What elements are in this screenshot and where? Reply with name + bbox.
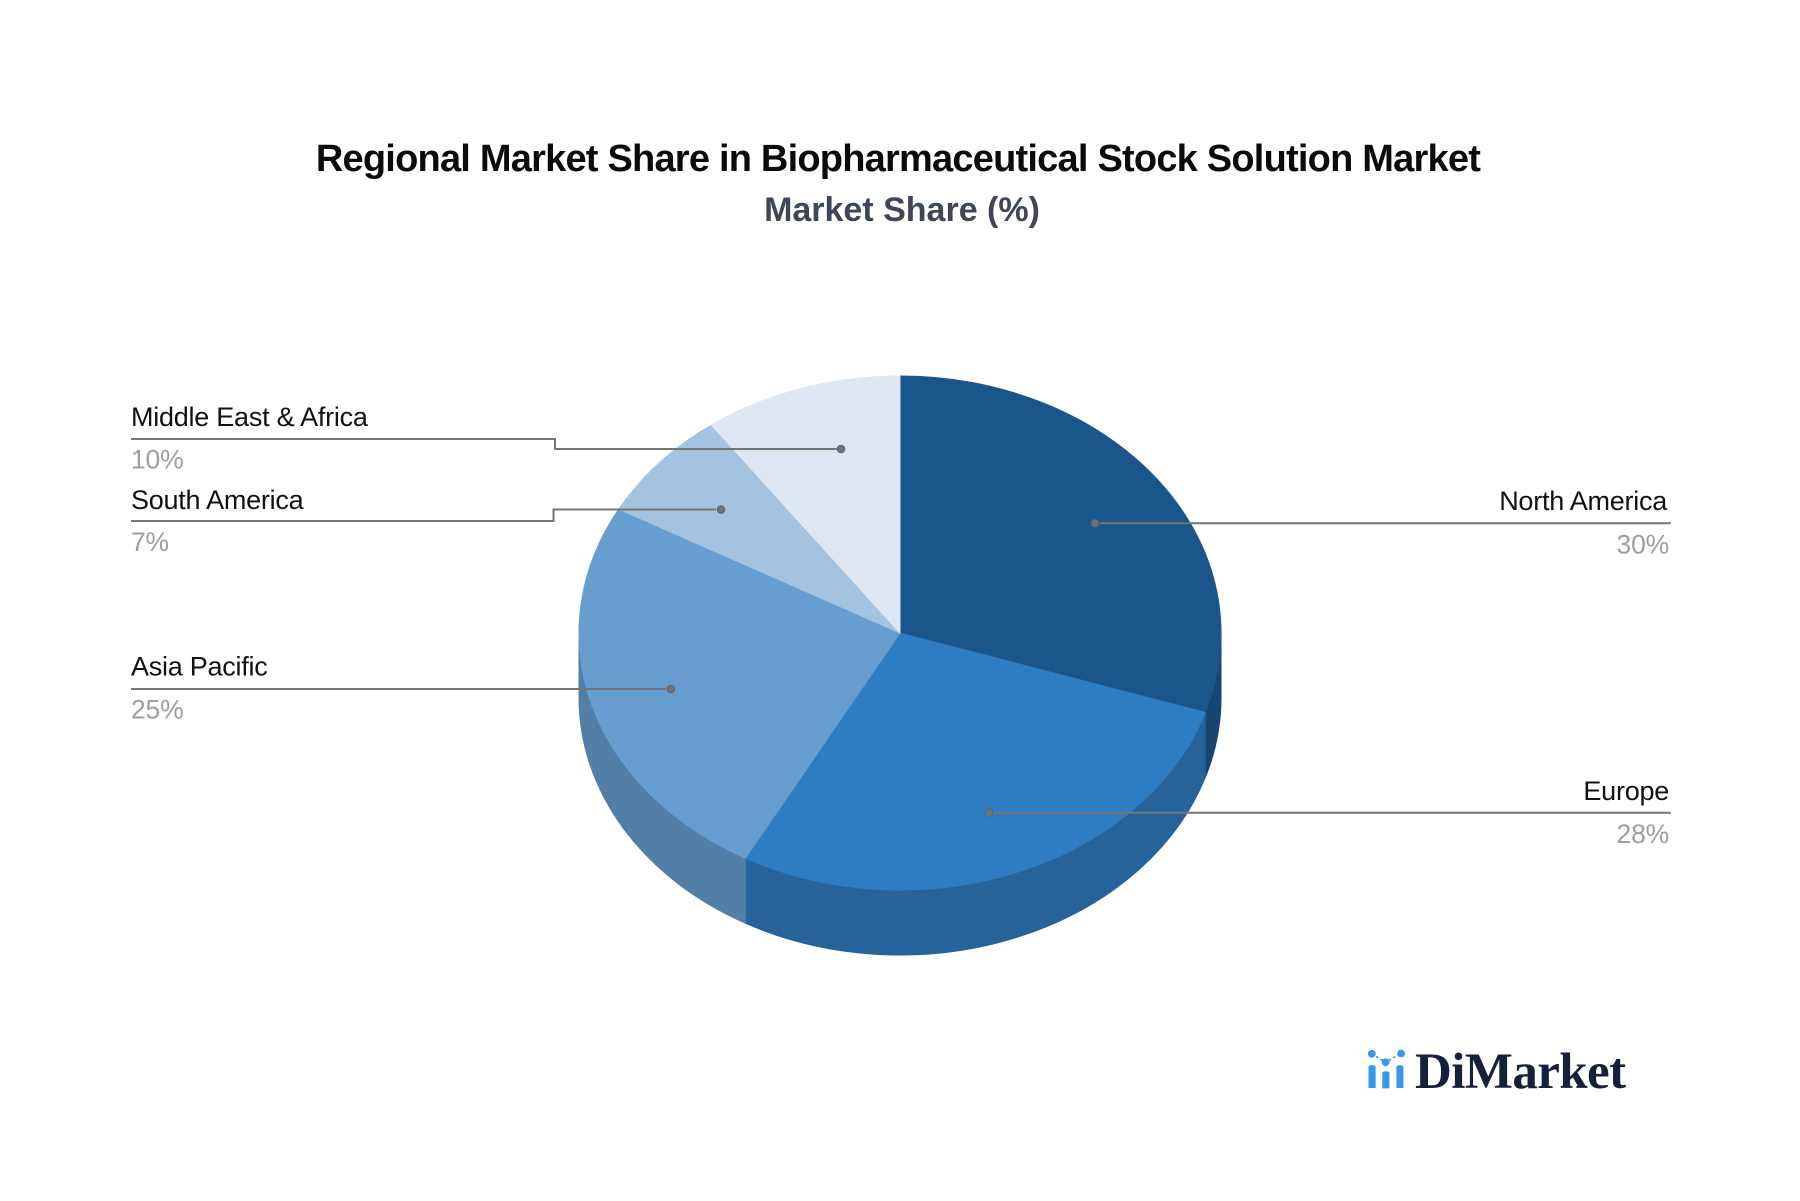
svg-text:South America: South America	[131, 485, 305, 515]
svg-text:28%: 28%	[1617, 819, 1669, 849]
svg-text:Europe: Europe	[1583, 776, 1669, 806]
svg-text:Regional Market Share in Bioph: Regional Market Share in Biopharmaceutic…	[316, 138, 1481, 180]
svg-text:North America: North America	[1499, 486, 1668, 516]
svg-text:Market Share (%): Market Share (%)	[764, 191, 1040, 229]
svg-text:30%: 30%	[1617, 530, 1669, 560]
svg-text:Asia Pacific: Asia Pacific	[131, 652, 268, 682]
svg-text:DiMarket: DiMarket	[1415, 1044, 1626, 1100]
svg-text:7%: 7%	[131, 527, 169, 557]
svg-text:10%: 10%	[131, 445, 183, 475]
svg-text:25%: 25%	[131, 695, 183, 725]
svg-text:Middle East & Africa: Middle East & Africa	[131, 402, 369, 432]
